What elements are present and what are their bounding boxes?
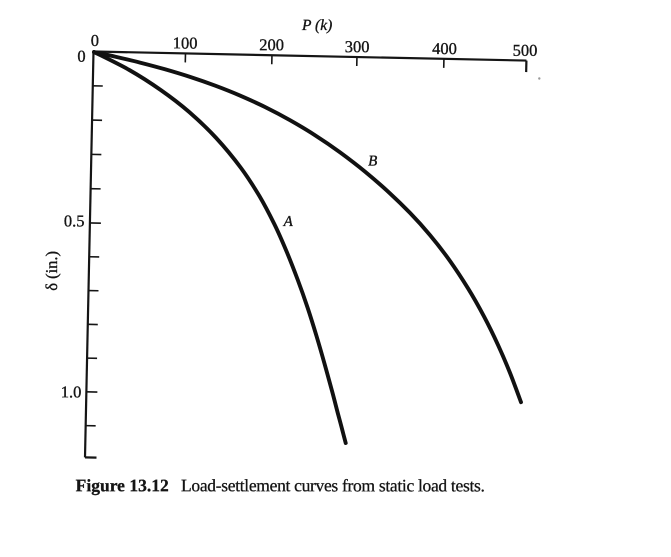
- svg-text:1.0: 1.0: [61, 382, 82, 401]
- svg-text:0: 0: [91, 31, 99, 50]
- svg-text:0: 0: [77, 47, 85, 66]
- svg-text:A: A: [283, 214, 294, 230]
- svg-text:δ (in.): δ (in.): [42, 251, 61, 291]
- svg-text:500: 500: [513, 41, 538, 60]
- svg-text:0.5: 0.5: [64, 211, 85, 230]
- svg-text:100: 100: [173, 33, 198, 52]
- svg-text:200: 200: [259, 35, 284, 54]
- svg-text:P (k): P (k): [301, 17, 332, 34]
- svg-text:B: B: [368, 154, 377, 170]
- svg-text:400: 400: [432, 39, 457, 58]
- svg-text:300: 300: [345, 37, 370, 56]
